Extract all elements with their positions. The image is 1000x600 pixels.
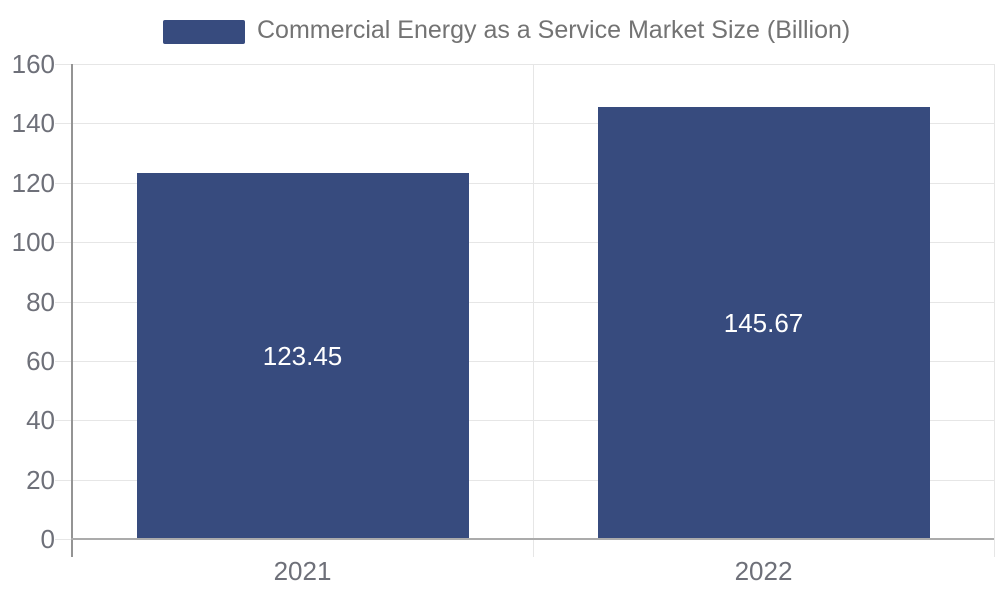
y-axis-tick xyxy=(55,123,72,125)
y-axis-label: 40 xyxy=(26,405,55,436)
bar-value-label: 123.45 xyxy=(262,340,343,371)
y-axis-tick xyxy=(55,360,72,362)
y-axis-label: 160 xyxy=(11,49,55,79)
x-gridline xyxy=(533,64,534,557)
y-axis-tick xyxy=(55,182,72,184)
bar-value-label: 145.67 xyxy=(723,307,804,338)
y-axis-label: 140 xyxy=(11,108,55,139)
y-axis-tick xyxy=(55,479,72,481)
y-axis-tick xyxy=(55,301,72,303)
legend-label: Commercial Energy as a Service Market Si… xyxy=(257,16,851,44)
bar[interactable]: 145.67 xyxy=(597,106,930,539)
y-axis-label: 60 xyxy=(26,345,55,376)
y-axis-label: 20 xyxy=(26,464,55,495)
x-axis-line xyxy=(71,538,994,540)
legend-swatch xyxy=(163,20,245,44)
y-axis-tick xyxy=(55,242,72,244)
x-axis-label: 2021 xyxy=(273,556,332,586)
y-axis-label: 120 xyxy=(11,167,55,198)
y-axis-label: 80 xyxy=(26,286,55,317)
y-axis-tick xyxy=(55,64,72,65)
bar[interactable]: 123.45 xyxy=(136,172,469,539)
x-gridline xyxy=(994,64,995,557)
y-axis-label: 0 xyxy=(40,524,55,554)
y-axis-label: 100 xyxy=(11,227,55,258)
x-axis-label: 2022 xyxy=(734,556,793,586)
y-axis-line xyxy=(71,64,73,557)
y-axis-tick xyxy=(55,420,72,422)
y-axis-tick xyxy=(55,539,72,540)
